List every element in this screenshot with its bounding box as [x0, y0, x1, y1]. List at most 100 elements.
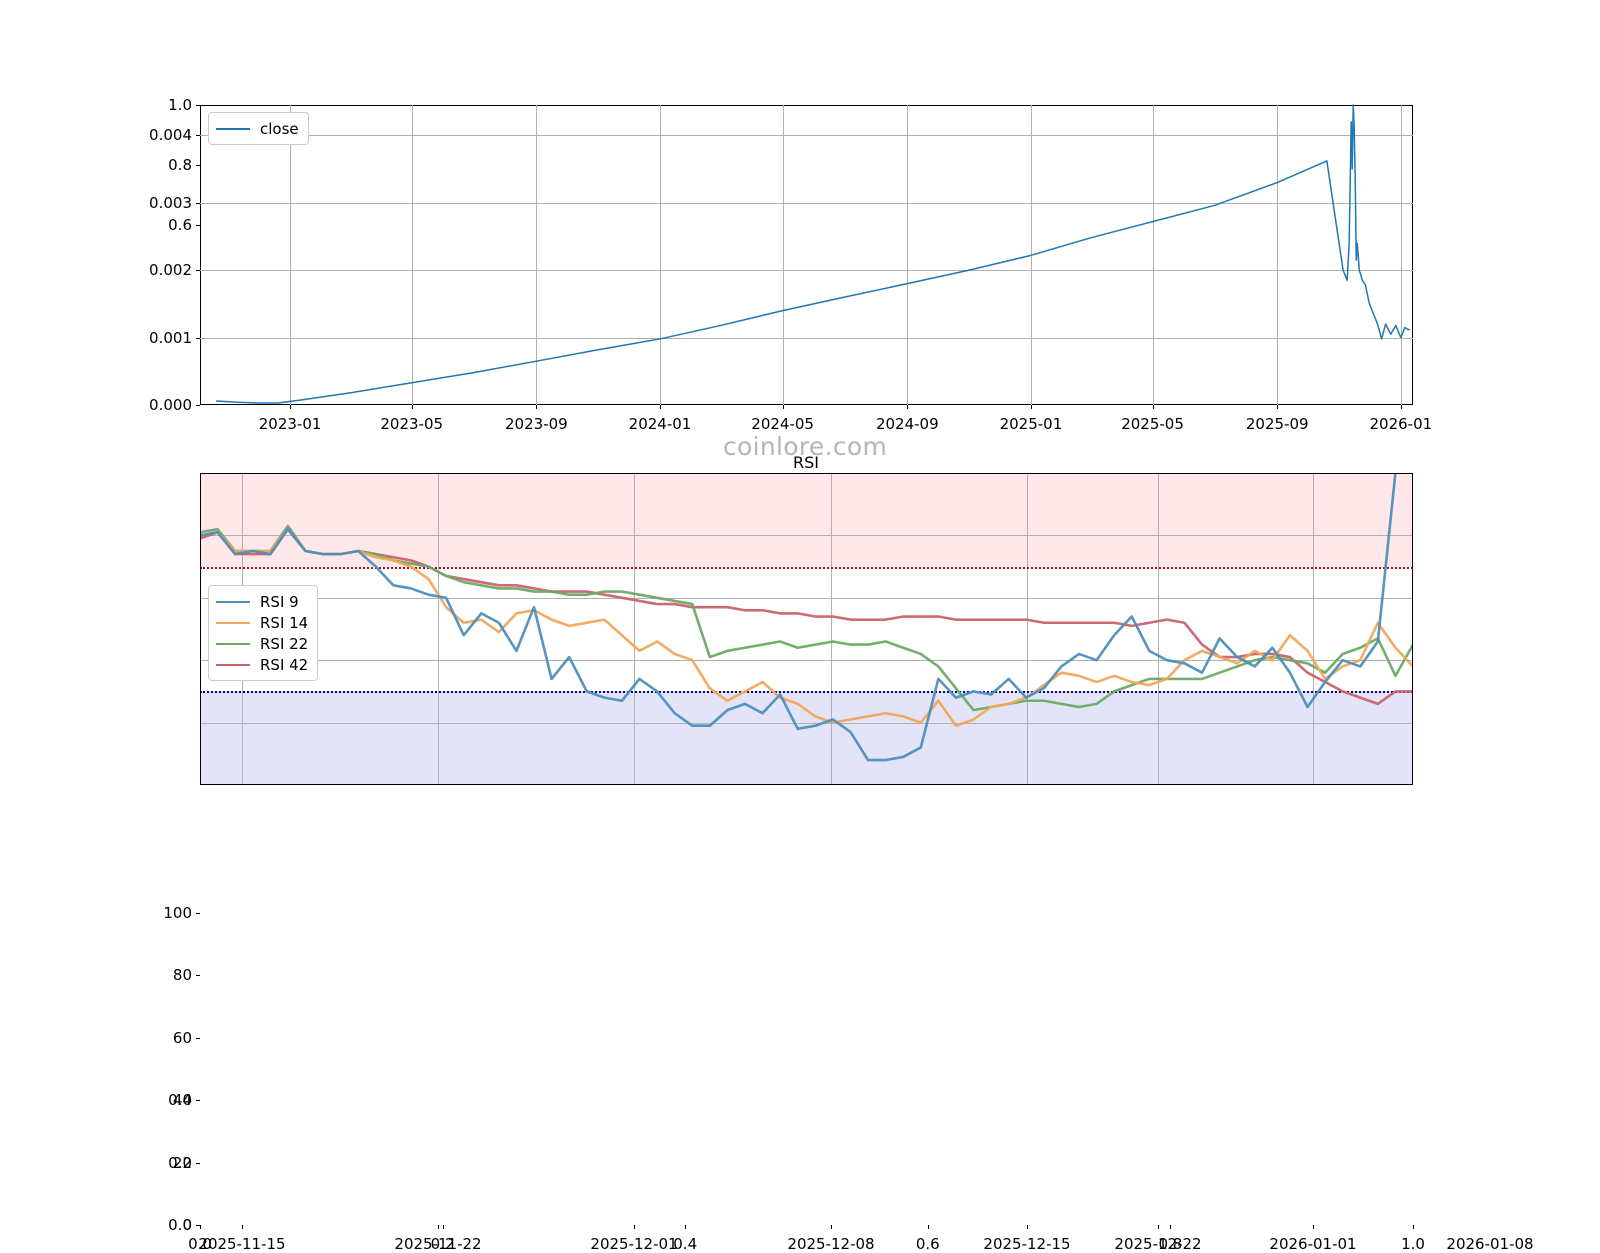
price-x-tick-label: 2025-05 [1121, 415, 1184, 433]
x-tick-mark [927, 1225, 929, 1229]
price-x-tick-label: 2024-09 [875, 415, 939, 433]
axis-spine-bottom [200, 404, 1413, 405]
price-x-tick-label: 2023-09 [505, 415, 568, 433]
x-tick-mark [1413, 1225, 1414, 1229]
price-x-tick-label: 2023-05 [380, 415, 444, 433]
axis-spine-left [200, 105, 201, 405]
axis-spine-left [200, 473, 201, 785]
gridline-v [290, 105, 292, 405]
x-tick-mark [290, 405, 292, 409]
x-tick-mark [634, 1225, 635, 1229]
rsi-y-tick-label: 100 [163, 904, 192, 922]
x-tick-mark [1158, 1225, 1159, 1229]
axis-spine-right [1412, 105, 1413, 405]
x-tick-mark [411, 405, 413, 409]
price-x-tick-label: 2026-01 [1369, 415, 1433, 433]
axis-spine-bottom [200, 784, 1413, 785]
y-tick-mark [196, 202, 200, 204]
rsi-legend-item[interactable]: RSI 42 [216, 654, 308, 675]
rsi-legend-label: RSI 9 [260, 592, 299, 611]
gridline-v [907, 105, 909, 405]
rsi-legend-label: RSI 14 [260, 613, 309, 632]
axis-spine-top [200, 105, 1413, 106]
watermark: coinlore.com [723, 432, 888, 461]
x-tick-mark [200, 1225, 201, 1229]
gridline-v [634, 473, 635, 785]
price-y-tick-label: 0.002 [149, 261, 192, 280]
gridline-v [782, 105, 784, 405]
x-tick-mark [1313, 1225, 1314, 1229]
rsi-legend-item[interactable]: RSI 14 [216, 612, 308, 633]
rsi-ghost-x-tick-label: 0.0 [188, 1235, 212, 1253]
x-tick-mark [685, 1225, 687, 1229]
gridline-v [438, 473, 439, 785]
gridline-v [536, 105, 538, 405]
x-tick-mark [1400, 405, 1402, 409]
price-x-tick-label: 2023-01 [258, 415, 322, 433]
price-legend[interactable]: close [208, 112, 309, 145]
gridline-h [200, 660, 1413, 662]
price-line-series [216, 104, 1410, 404]
rsi-y-tick-label: 60 [172, 1028, 192, 1047]
rsi-x-tick-label: 2026-01-08 [1446, 1235, 1534, 1253]
x-tick-mark [1152, 405, 1154, 409]
x-tick-mark [660, 405, 661, 409]
price-plot-area [200, 104, 1413, 405]
rsi-legend-item[interactable]: RSI 22 [216, 633, 308, 654]
rsi-legend-item[interactable]: RSI 9 [216, 591, 308, 612]
y-tick-mark [196, 270, 200, 272]
price-legend-label: close [260, 119, 299, 138]
y-tick-mark [196, 1100, 200, 1102]
price-legend-item[interactable]: close [216, 118, 299, 139]
rsi-legend-swatch [216, 663, 250, 666]
y-tick-mark [196, 135, 200, 137]
x-tick-mark [1027, 1225, 1028, 1229]
rsi-ghost-x-tick-label: 0.8 [1158, 1235, 1183, 1253]
rsi-legend-swatch [216, 642, 250, 645]
price-y-tick-label: 0.000 [149, 396, 192, 414]
overbought-threshold-line [200, 566, 1413, 569]
price-y-tick-label: 0.003 [149, 193, 192, 212]
rsi-ghost-y-tick-label: 0.0 [168, 1216, 192, 1234]
x-tick-mark [438, 1225, 439, 1229]
rsi-legend-swatch [216, 600, 250, 603]
gridline-v [411, 105, 413, 405]
gridline-h [200, 337, 1413, 339]
y-tick-mark [196, 105, 200, 106]
rsi-legend-swatch [216, 621, 250, 624]
x-tick-mark [1277, 405, 1279, 409]
gridline-h [200, 135, 1413, 137]
price-x-tick-label: 2024-05 [751, 415, 814, 433]
gridline-h [200, 597, 1413, 599]
price-x-tick-label: 2025-01 [999, 415, 1063, 433]
x-tick-mark [536, 405, 538, 409]
price-ghost-y-tick-label: 0.8 [168, 156, 192, 174]
rsi-x-tick-label: 2025-12-08 [787, 1235, 875, 1253]
gridline-h [200, 535, 1413, 537]
y-tick-mark [196, 975, 200, 977]
price-panel: 0.000 0.001 0.002 0.003 0.004 0.6 0.8 1.0 2023… [0, 0, 1600, 440]
rsi-y-tick-label: 80 [172, 966, 192, 985]
gridline-v [1313, 473, 1314, 785]
rsi-x-tick-label: 2025-12-15 [983, 1235, 1071, 1253]
price-ghost-y-tick-label: 0.6 [168, 216, 192, 234]
price-legend-swatch [216, 127, 250, 130]
axis-spine-top [200, 473, 1413, 474]
y-tick-mark [196, 225, 200, 226]
price-y-tick-label: 0.004 [149, 126, 192, 145]
rsi-plot-area [200, 473, 1413, 785]
price-ghost-y-tick-label: 1.0 [168, 96, 192, 114]
price-x-tick-label: 2025-09 [1245, 415, 1309, 433]
oversold-threshold-line [200, 691, 1413, 694]
x-tick-mark [1030, 405, 1032, 409]
rsi-ghost-x-tick-label: 0.4 [673, 1235, 698, 1253]
x-tick-mark [442, 1225, 444, 1229]
y-tick-mark [196, 913, 200, 914]
rsi-panel: 0 20 40 60 80 100 0.0 0.2 0.4 2025-11-15 2025-11… [0, 440, 1600, 1253]
rsi-legend[interactable]: RSI 9 RSI 14 RSI 22 RSI 42 [208, 585, 319, 681]
gridline-v [1277, 105, 1279, 405]
oversold-band [200, 691, 1413, 785]
x-tick-mark [782, 405, 784, 409]
x-tick-mark [831, 1225, 832, 1229]
